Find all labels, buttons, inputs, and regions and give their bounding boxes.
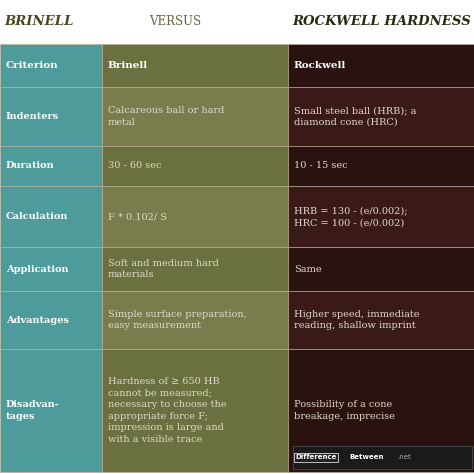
Text: Possibility of a cone
breakage, imprecise: Possibility of a cone breakage, imprecis…	[294, 400, 395, 421]
Text: Hardness of ≥ 650 HB
cannot be measured;
necessary to choose the
appropriate for: Hardness of ≥ 650 HB cannot be measured;…	[108, 377, 226, 444]
Text: Difference: Difference	[295, 455, 337, 460]
Text: .net: .net	[397, 455, 411, 460]
Text: Indenters: Indenters	[6, 112, 59, 121]
Text: Small steel ball (HRB); a
diamond cone (HRC): Small steel ball (HRB); a diamond cone (…	[294, 106, 416, 127]
Text: Disadvan-
tages: Disadvan- tages	[6, 400, 59, 421]
Text: Higher speed, immediate
reading, shallow imprint: Higher speed, immediate reading, shallow…	[294, 310, 419, 330]
Bar	[102, 44, 288, 87]
Text: HRB = 130 - (e/0.002);
HRC = 100 - (e/0.002): HRB = 130 - (e/0.002); HRC = 100 - (e/0.…	[294, 207, 407, 227]
Text: Advantages: Advantages	[6, 316, 69, 325]
Bar	[288, 146, 474, 186]
Bar	[288, 349, 474, 472]
Bar	[0, 87, 102, 146]
Bar	[0, 349, 102, 472]
Bar	[288, 186, 474, 247]
Bar	[102, 349, 288, 472]
Text: Duration: Duration	[6, 162, 55, 170]
Bar	[102, 146, 288, 186]
Bar	[102, 291, 288, 349]
Text: 10 - 15 sec: 10 - 15 sec	[294, 162, 347, 170]
Text: Brinell: Brinell	[108, 61, 148, 70]
Text: Calculation: Calculation	[6, 212, 68, 221]
Text: Criterion: Criterion	[6, 61, 58, 70]
Bar	[102, 247, 288, 291]
Text: F * 0.102/ S: F * 0.102/ S	[108, 212, 166, 221]
Bar	[293, 446, 472, 469]
Text: Application: Application	[6, 265, 68, 274]
Text: Soft and medium hard
materials: Soft and medium hard materials	[108, 259, 219, 280]
Text: Between: Between	[350, 455, 384, 460]
Bar	[288, 44, 474, 87]
Text: VERSUS: VERSUS	[149, 15, 201, 28]
Bar	[0, 247, 102, 291]
Bar	[288, 291, 474, 349]
Bar	[102, 186, 288, 247]
Bar	[0, 186, 102, 247]
Text: BRINELL: BRINELL	[5, 15, 74, 28]
Bar	[0, 291, 102, 349]
Text: 30 - 60 sec: 30 - 60 sec	[108, 162, 161, 170]
Bar	[0, 44, 102, 87]
Text: Same: Same	[294, 265, 321, 274]
Text: ROCKWELL HARDNESS: ROCKWELL HARDNESS	[293, 15, 472, 28]
Bar	[288, 87, 474, 146]
Text: Rockwell: Rockwell	[294, 61, 346, 70]
Text: Calcareous ball or hard
metal: Calcareous ball or hard metal	[108, 106, 224, 127]
Text: Simple surface preparation,
easy measurement: Simple surface preparation, easy measure…	[108, 310, 246, 330]
Bar	[288, 247, 474, 291]
Bar	[102, 87, 288, 146]
Bar	[0, 146, 102, 186]
